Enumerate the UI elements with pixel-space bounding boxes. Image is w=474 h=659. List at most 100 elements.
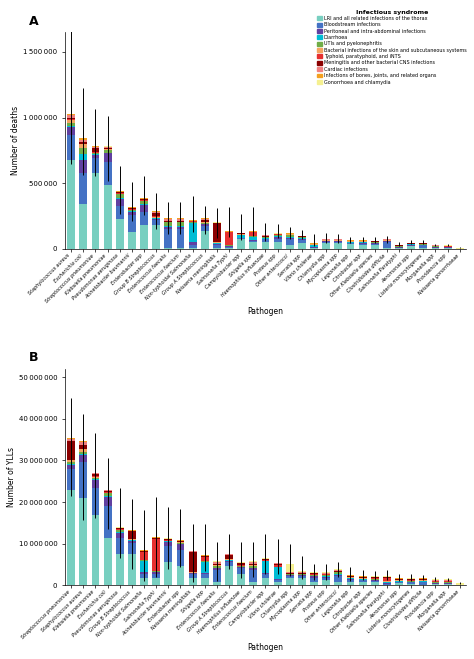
Bar xyxy=(67,463,75,464)
Bar xyxy=(91,515,100,585)
Bar xyxy=(79,142,87,144)
Bar xyxy=(67,118,75,119)
Bar xyxy=(249,570,257,581)
Bar xyxy=(395,582,403,583)
Bar xyxy=(213,564,221,565)
Bar xyxy=(152,538,160,539)
Bar xyxy=(79,160,87,173)
Bar xyxy=(104,185,111,249)
Bar xyxy=(213,223,221,242)
Bar xyxy=(104,491,111,492)
Bar xyxy=(359,581,366,583)
Bar xyxy=(213,568,221,570)
Bar xyxy=(67,465,75,469)
Bar xyxy=(359,245,366,249)
Bar xyxy=(67,469,75,490)
Bar xyxy=(79,449,87,452)
Bar xyxy=(140,551,148,552)
Bar xyxy=(67,461,75,463)
Bar xyxy=(91,478,100,479)
Bar xyxy=(213,244,221,248)
Bar xyxy=(225,247,233,248)
Bar xyxy=(359,577,366,578)
Bar xyxy=(104,492,111,494)
Bar xyxy=(79,204,87,249)
Bar xyxy=(152,225,160,249)
Bar xyxy=(189,223,197,242)
Bar xyxy=(91,158,100,173)
Bar xyxy=(310,245,318,247)
Bar xyxy=(383,579,391,581)
Bar xyxy=(128,540,136,542)
Bar xyxy=(128,210,136,211)
Bar xyxy=(334,576,342,581)
Bar xyxy=(371,581,379,583)
Bar xyxy=(79,454,87,455)
Bar xyxy=(310,573,318,574)
Bar xyxy=(286,235,294,237)
Bar xyxy=(91,474,100,476)
Bar xyxy=(371,244,379,245)
Bar xyxy=(249,562,257,564)
Bar xyxy=(249,237,257,241)
Bar xyxy=(213,581,221,585)
Bar xyxy=(359,244,366,245)
Bar xyxy=(91,488,100,515)
Bar xyxy=(286,238,294,239)
Bar xyxy=(176,221,184,222)
Bar xyxy=(395,579,403,580)
Bar xyxy=(310,575,318,576)
Bar xyxy=(346,581,355,585)
Bar xyxy=(116,554,124,585)
Bar xyxy=(334,243,342,249)
Bar xyxy=(79,442,87,445)
Bar xyxy=(176,222,184,226)
Bar xyxy=(176,227,184,229)
Bar xyxy=(116,530,124,532)
Bar xyxy=(213,562,221,564)
Bar xyxy=(140,572,148,574)
Bar xyxy=(298,241,306,243)
Bar xyxy=(104,150,111,153)
Bar xyxy=(273,237,282,239)
Bar xyxy=(140,578,148,585)
Bar xyxy=(104,494,111,496)
Bar xyxy=(164,546,172,561)
Bar xyxy=(116,538,124,554)
Bar xyxy=(91,476,100,478)
Bar xyxy=(152,217,160,218)
Bar xyxy=(189,552,197,572)
Bar xyxy=(310,577,318,581)
Bar xyxy=(140,212,148,225)
Text: A: A xyxy=(29,15,39,28)
Bar xyxy=(407,579,415,581)
Bar xyxy=(104,496,111,497)
Bar xyxy=(67,115,75,118)
Bar xyxy=(152,574,160,578)
Y-axis label: Number of deaths: Number of deaths xyxy=(11,106,20,175)
Bar xyxy=(262,235,269,237)
Bar xyxy=(152,572,160,574)
Bar xyxy=(225,561,233,565)
Bar xyxy=(140,552,148,560)
Bar xyxy=(201,224,209,225)
Bar xyxy=(140,198,148,200)
Bar xyxy=(383,242,391,248)
Bar xyxy=(140,574,148,578)
Bar xyxy=(128,232,136,249)
Bar xyxy=(128,531,136,539)
Bar xyxy=(419,582,427,585)
Bar xyxy=(322,243,330,249)
Bar xyxy=(237,568,245,574)
Bar xyxy=(104,490,111,491)
Bar xyxy=(152,571,160,572)
Bar xyxy=(152,578,160,585)
Bar xyxy=(359,583,366,585)
Bar xyxy=(91,480,100,488)
Bar xyxy=(249,564,257,565)
Bar xyxy=(334,573,342,575)
Bar xyxy=(225,560,233,561)
Bar xyxy=(67,464,75,465)
Bar xyxy=(91,173,100,249)
Bar xyxy=(262,574,269,578)
